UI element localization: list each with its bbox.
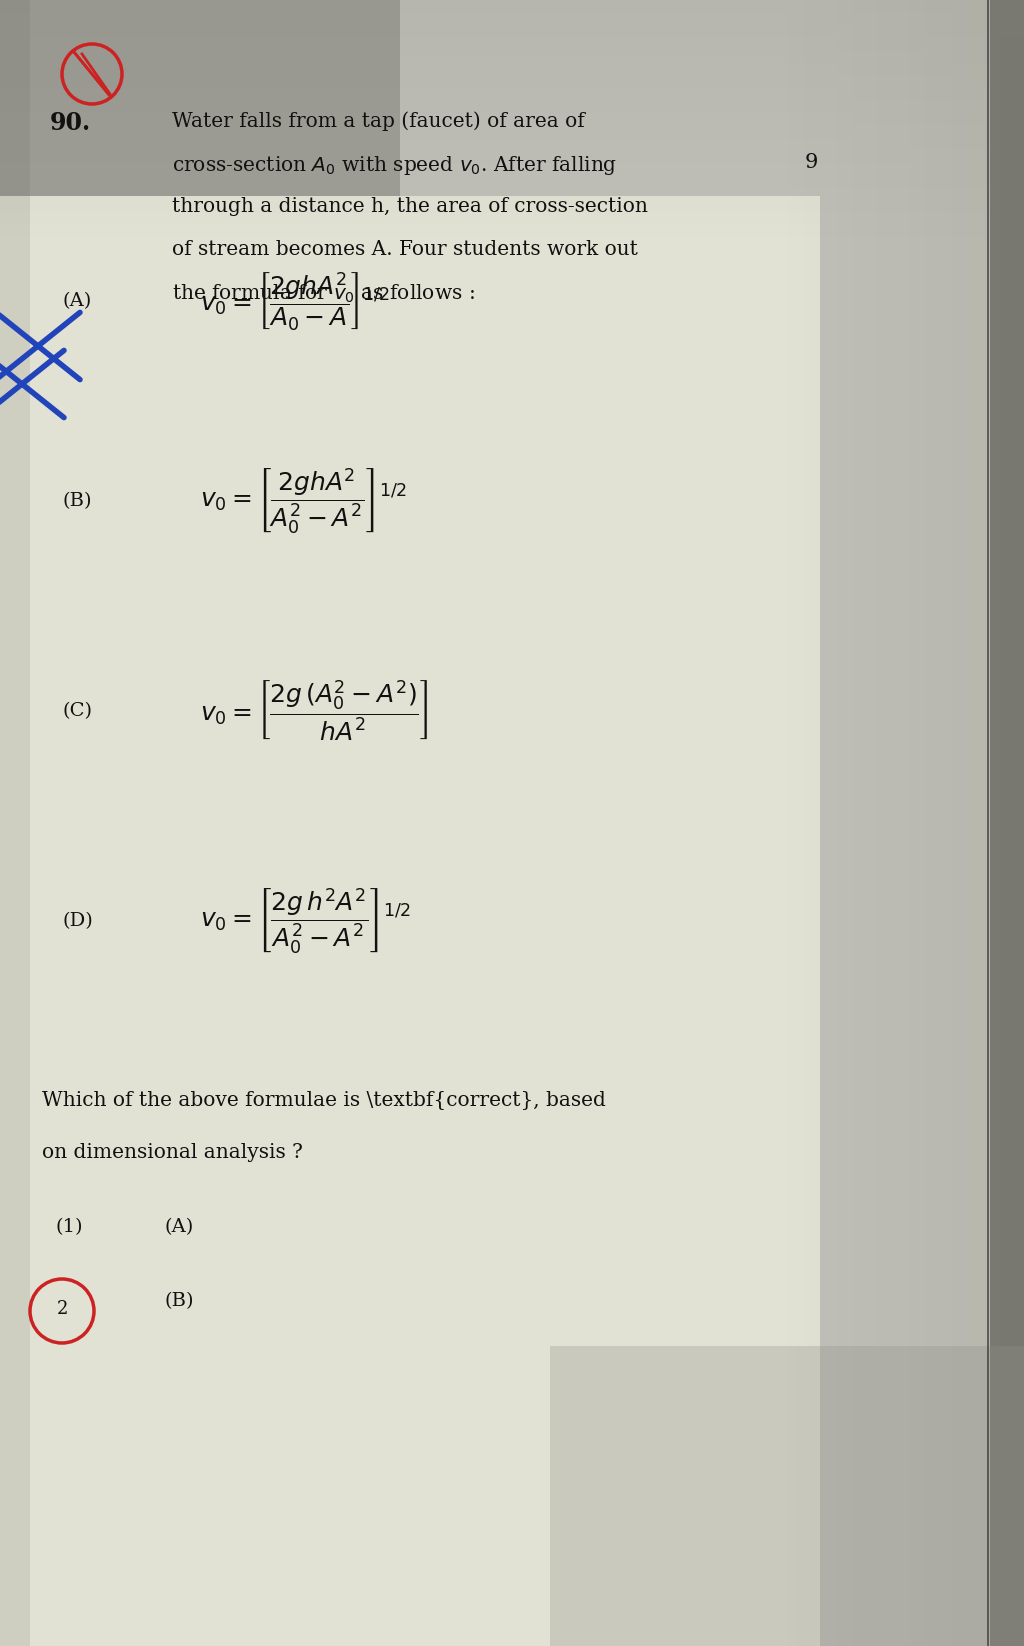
FancyBboxPatch shape	[0, 87, 1024, 100]
FancyBboxPatch shape	[550, 1346, 1024, 1646]
Text: (B): (B)	[62, 492, 91, 510]
FancyBboxPatch shape	[0, 76, 1024, 87]
Text: (A): (A)	[165, 1218, 195, 1236]
FancyBboxPatch shape	[991, 0, 999, 1646]
Text: 90.: 90.	[50, 110, 91, 135]
Text: $v_0 = \left[\dfrac{2g\,(A_0^2-A^2)}{hA^2}\right]$: $v_0 = \left[\dfrac{2g\,(A_0^2-A^2)}{hA^…	[200, 680, 429, 742]
FancyBboxPatch shape	[0, 13, 1024, 25]
Text: (C): (C)	[62, 701, 92, 719]
FancyBboxPatch shape	[983, 0, 991, 1646]
Text: of stream becomes A. Four students work out: of stream becomes A. Four students work …	[172, 240, 638, 258]
Text: Water falls from a tap (faucet) of area of: Water falls from a tap (faucet) of area …	[172, 110, 585, 130]
Text: (B): (B)	[165, 1292, 195, 1310]
Text: the formula for $v_0$ as follows :: the formula for $v_0$ as follows :	[172, 283, 475, 305]
FancyBboxPatch shape	[0, 196, 820, 1646]
FancyBboxPatch shape	[1016, 0, 1024, 1646]
Text: $v_0 = \left[\dfrac{2g\,h^2A^2}{A_0^2-A^2}\right]^{1/2}$: $v_0 = \left[\dfrac{2g\,h^2A^2}{A_0^2-A^…	[200, 887, 411, 956]
FancyBboxPatch shape	[975, 0, 983, 1646]
FancyBboxPatch shape	[0, 125, 1024, 138]
FancyBboxPatch shape	[0, 150, 1024, 163]
Text: (D): (D)	[62, 912, 93, 930]
FancyBboxPatch shape	[990, 0, 1024, 1646]
FancyBboxPatch shape	[935, 0, 943, 1646]
FancyBboxPatch shape	[910, 0, 919, 1646]
Text: 9: 9	[805, 153, 818, 171]
Text: (A): (A)	[62, 291, 91, 309]
FancyBboxPatch shape	[927, 0, 935, 1646]
FancyBboxPatch shape	[0, 63, 1024, 76]
Text: cross-section $A_0$ with speed $v_0$. After falling: cross-section $A_0$ with speed $v_0$. Af…	[172, 155, 617, 178]
Text: on dimensional analysis ?: on dimensional analysis ?	[42, 1142, 303, 1162]
FancyBboxPatch shape	[0, 0, 400, 196]
FancyBboxPatch shape	[943, 0, 951, 1646]
FancyBboxPatch shape	[919, 0, 927, 1646]
Text: $v_0 = \left[\dfrac{2ghA^2}{A_0^2-A^2}\right]^{1/2}$: $v_0 = \left[\dfrac{2ghA^2}{A_0^2-A^2}\r…	[200, 466, 407, 535]
Text: Which of the above formulae is \textbf{correct}, based: Which of the above formulae is \textbf{c…	[42, 1091, 606, 1109]
Text: through a distance h, the area of cross-section: through a distance h, the area of cross-…	[172, 198, 648, 216]
FancyBboxPatch shape	[951, 0, 958, 1646]
FancyBboxPatch shape	[999, 0, 1008, 1646]
Text: (1): (1)	[55, 1218, 83, 1236]
FancyBboxPatch shape	[0, 0, 30, 1646]
FancyBboxPatch shape	[0, 0, 1024, 13]
FancyBboxPatch shape	[958, 0, 967, 1646]
FancyBboxPatch shape	[0, 100, 1024, 112]
FancyBboxPatch shape	[1008, 0, 1016, 1646]
FancyBboxPatch shape	[0, 25, 1024, 38]
Text: $v_0 = \left[\dfrac{2ghA^2}{A_0-A}\right]^{1/2}$: $v_0 = \left[\dfrac{2ghA^2}{A_0-A}\right…	[200, 270, 390, 332]
FancyBboxPatch shape	[967, 0, 975, 1646]
Text: 2: 2	[56, 1300, 68, 1318]
FancyBboxPatch shape	[902, 0, 910, 1646]
FancyBboxPatch shape	[0, 38, 1024, 49]
FancyBboxPatch shape	[0, 138, 1024, 150]
FancyBboxPatch shape	[0, 49, 1024, 63]
FancyBboxPatch shape	[0, 112, 1024, 125]
